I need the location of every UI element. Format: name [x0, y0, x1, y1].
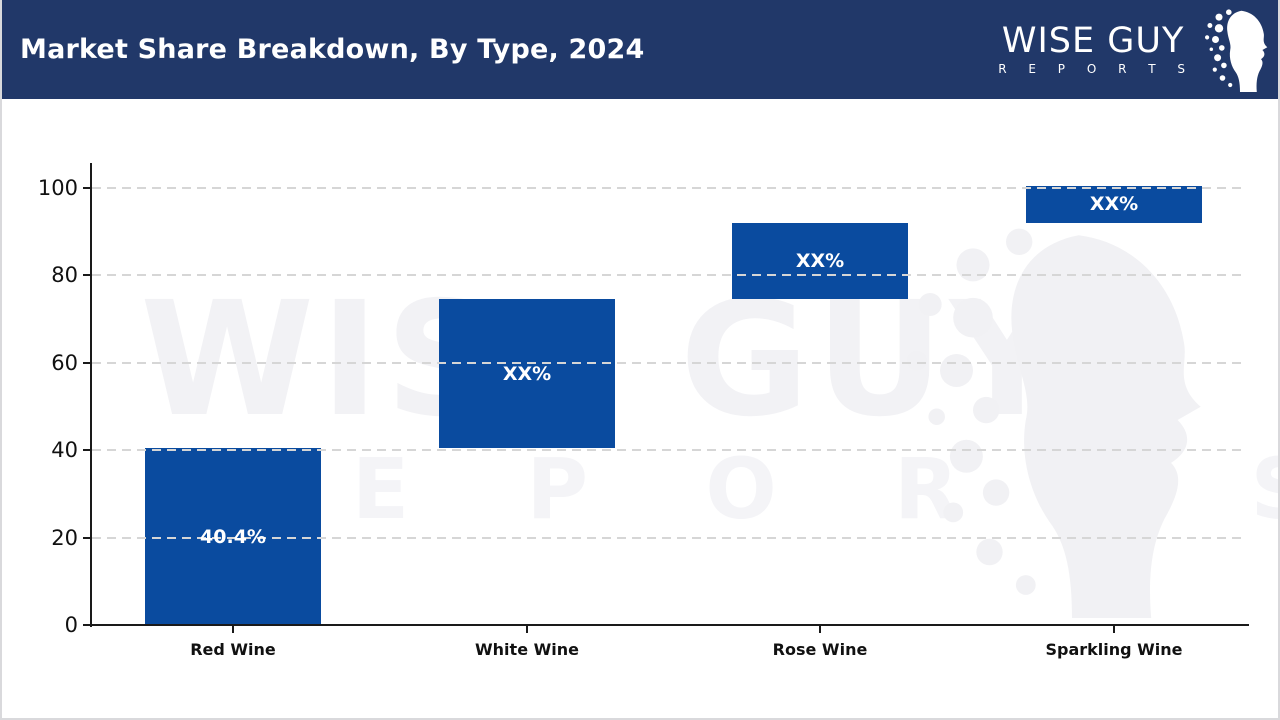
y-tick-label: 60: [51, 350, 78, 375]
header: Market Share Breakdown, By Type, 2024 WI…: [2, 0, 1278, 99]
y-tick-label: 20: [51, 525, 78, 550]
y-tick-label: 80: [51, 263, 78, 287]
page-title: Market Share Breakdown, By Type, 2024: [20, 34, 645, 65]
x-tick-mark: [1113, 625, 1115, 633]
bar-value-label: XX%: [1089, 193, 1139, 216]
brand-logo: WISE GUY R E P O R T S: [992, 8, 1270, 92]
gridline-100: [92, 186, 1247, 189]
watermark-subtext: R E P O R T S: [170, 440, 1280, 538]
gridline-40: [92, 449, 1247, 451]
x-category-label: Red Wine: [190, 640, 276, 659]
bar-value-label: XX%: [502, 362, 552, 385]
y-tick-mark: [83, 274, 92, 276]
x-category-label: White Wine: [475, 640, 579, 659]
watermark-head-icon: [907, 228, 1201, 618]
bar-rose-wine: [732, 222, 908, 300]
logo-text: WISE GUY R E P O R T S: [992, 21, 1194, 76]
y-tick-mark: [83, 449, 92, 451]
x-axis: [90, 624, 1249, 626]
x-tick-mark: [526, 625, 528, 633]
x-category-label: Sparkling Wine: [1045, 640, 1183, 659]
y-tick-label: 0: [64, 613, 78, 637]
gridline-20: [92, 536, 1247, 539]
bar-sparkling-wine: [1026, 185, 1202, 223]
y-tick-mark: [83, 536, 92, 539]
y-tick-label: 40: [51, 438, 78, 462]
y-axis: [90, 163, 92, 627]
x-category-label: Rose Wine: [772, 640, 868, 659]
bar-white-wine: [439, 299, 615, 449]
y-tick-mark: [83, 361, 92, 364]
bar-value-label: 40.4%: [200, 525, 266, 548]
bar-value-label: XX%: [795, 249, 845, 272]
y-tick-label: 100: [37, 175, 78, 200]
y-tick-mark: [83, 624, 92, 626]
logo-subtext: R E P O R T S: [998, 62, 1194, 76]
logo-wordmark: WISE GUY: [1001, 21, 1185, 61]
head-profile-logo-icon: [1205, 8, 1268, 92]
x-tick-mark: [232, 625, 234, 633]
gridline-80: [92, 274, 1247, 276]
y-tick-mark: [83, 186, 92, 189]
x-tick-mark: [819, 625, 821, 633]
gridline-60: [92, 361, 1247, 364]
